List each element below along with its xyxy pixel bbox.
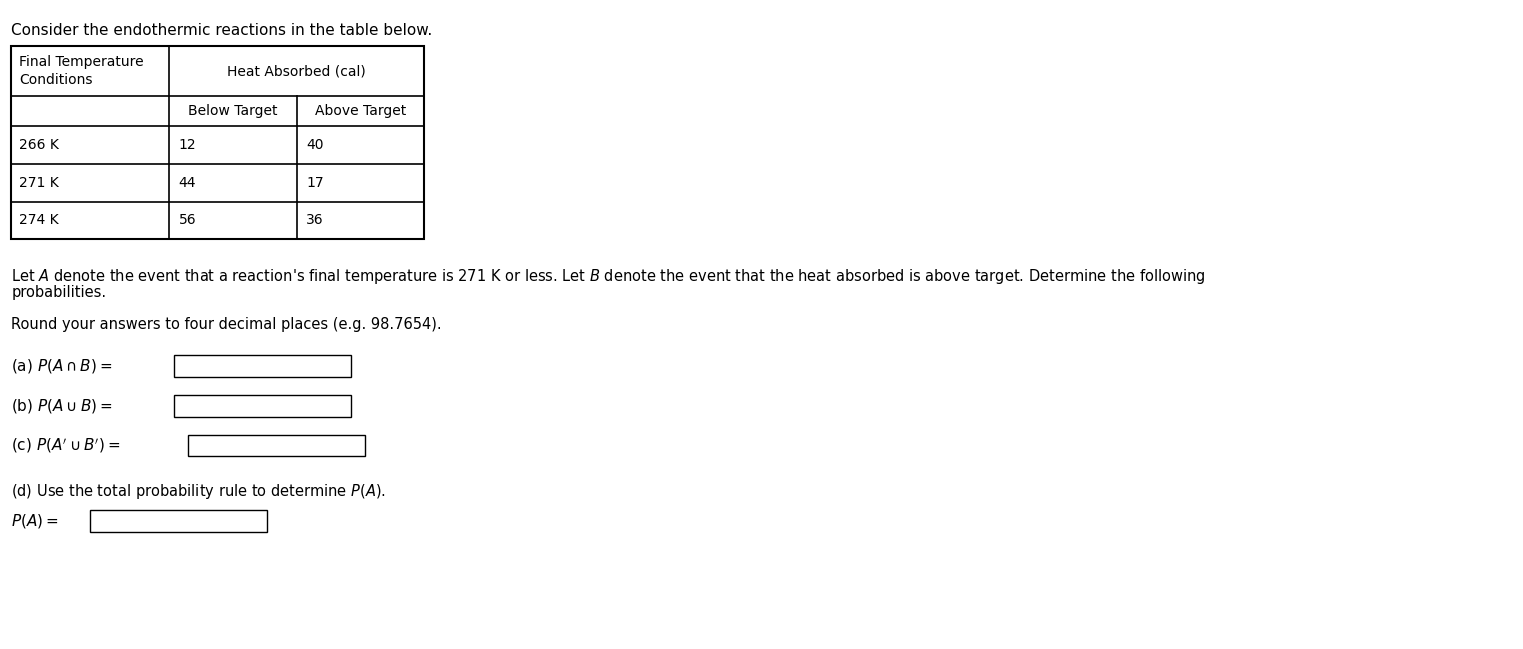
Text: Final Temperature
Conditions: Final Temperature Conditions	[20, 55, 143, 87]
Text: Below Target: Below Target	[187, 104, 277, 118]
Text: 36: 36	[306, 214, 324, 227]
FancyBboxPatch shape	[174, 355, 350, 377]
Text: $P(A) =$: $P(A) =$	[11, 512, 59, 530]
Text: (c) $P(A' \cup B') =$: (c) $P(A' \cup B') =$	[11, 436, 120, 455]
Text: probabilities.: probabilities.	[11, 285, 107, 300]
Text: (d) Use the total probability rule to determine $P(A)$.: (d) Use the total probability rule to de…	[11, 482, 387, 501]
Text: Heat Absorbed (cal): Heat Absorbed (cal)	[227, 64, 366, 78]
Text: Above Target: Above Target	[315, 104, 407, 118]
Text: (b) $P(A \cup B) =$: (b) $P(A \cup B) =$	[11, 397, 113, 415]
Text: 44: 44	[178, 176, 196, 190]
Text: 17: 17	[306, 176, 324, 190]
FancyBboxPatch shape	[189, 435, 366, 456]
Text: 274 K: 274 K	[20, 214, 59, 227]
Text: 56: 56	[178, 214, 196, 227]
FancyBboxPatch shape	[90, 510, 267, 532]
Text: Let $A$ denote the event that a reaction's final temperature is 271 K or less. L: Let $A$ denote the event that a reaction…	[11, 267, 1206, 286]
Text: (a) $P(A \cap B) =$: (a) $P(A \cap B) =$	[11, 357, 113, 375]
Text: 40: 40	[306, 138, 324, 152]
FancyBboxPatch shape	[174, 395, 350, 417]
Text: 12: 12	[178, 138, 196, 152]
Text: 271 K: 271 K	[20, 176, 59, 190]
Bar	[11, 46, 425, 239]
Text: 266 K: 266 K	[20, 138, 59, 152]
Text: Consider the endothermic reactions in the table below.: Consider the endothermic reactions in th…	[11, 23, 433, 38]
Text: Round your answers to four decimal places (e.g. 98.7654).: Round your answers to four decimal place…	[11, 317, 442, 332]
